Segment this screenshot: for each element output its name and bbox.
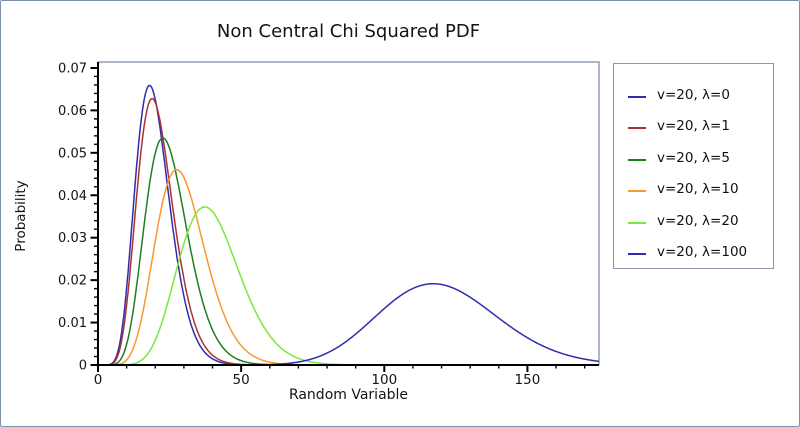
series-line-0 [98,84,600,366]
legend-label: v=20, λ=1 [657,118,730,135]
legend-label: v=20, λ=100 [657,244,748,261]
legend-item: v=20, λ=0 [614,79,773,111]
legend-item: v=20, λ=5 [614,142,773,174]
y-tick-label: 0.02 [58,274,87,289]
x-tick-label: 50 [233,372,250,388]
legend-swatch [628,95,646,98]
x-axis: 0 50 100 150 [94,365,586,388]
y-tick-label: 0.07 [58,61,87,76]
legend-swatch [628,127,646,130]
x-tick-label: 150 [515,372,541,388]
legend-label: v=20, λ=20 [657,212,739,229]
legend-item: v=20, λ=10 [614,174,773,206]
legend-item: v=20, λ=20 [614,205,773,237]
legend-swatch [628,190,646,193]
y-tick-label: 0.06 [58,104,87,119]
series-line-5 [98,283,600,366]
legend-swatch [628,253,646,256]
y-tick-label: 0.05 [58,146,87,161]
y-tick-label: 0.03 [58,231,87,246]
legend-label: v=20, λ=0 [657,86,730,103]
x-tick-label: 100 [371,372,397,388]
x-tick-label: 0 [94,372,103,388]
y-tick-label: 0 [79,359,87,374]
series-lines [98,84,600,366]
y-tick-label: 0.04 [58,189,87,204]
x-axis-title: Random Variable [288,387,409,403]
legend-label: v=20, λ=10 [657,181,739,198]
plot-border [98,61,600,365]
legend-item: v=20, λ=1 [614,111,773,143]
chart-title: Non Central Chi Squared PDF [216,21,481,42]
legend-swatch [628,158,646,161]
legend-label: v=20, λ=5 [657,149,730,166]
legend-swatch [628,221,646,224]
legend-item: v=20, λ=100 [614,237,773,269]
y-tick-label: 0.01 [58,316,87,331]
legend: v=20, λ=0 v=20, λ=1 v=20, λ=5 v=20, λ=10… [613,63,774,269]
y-axis: 0 0.01 0.02 0.03 0.04 0.05 0.06 0.07 [58,61,98,374]
